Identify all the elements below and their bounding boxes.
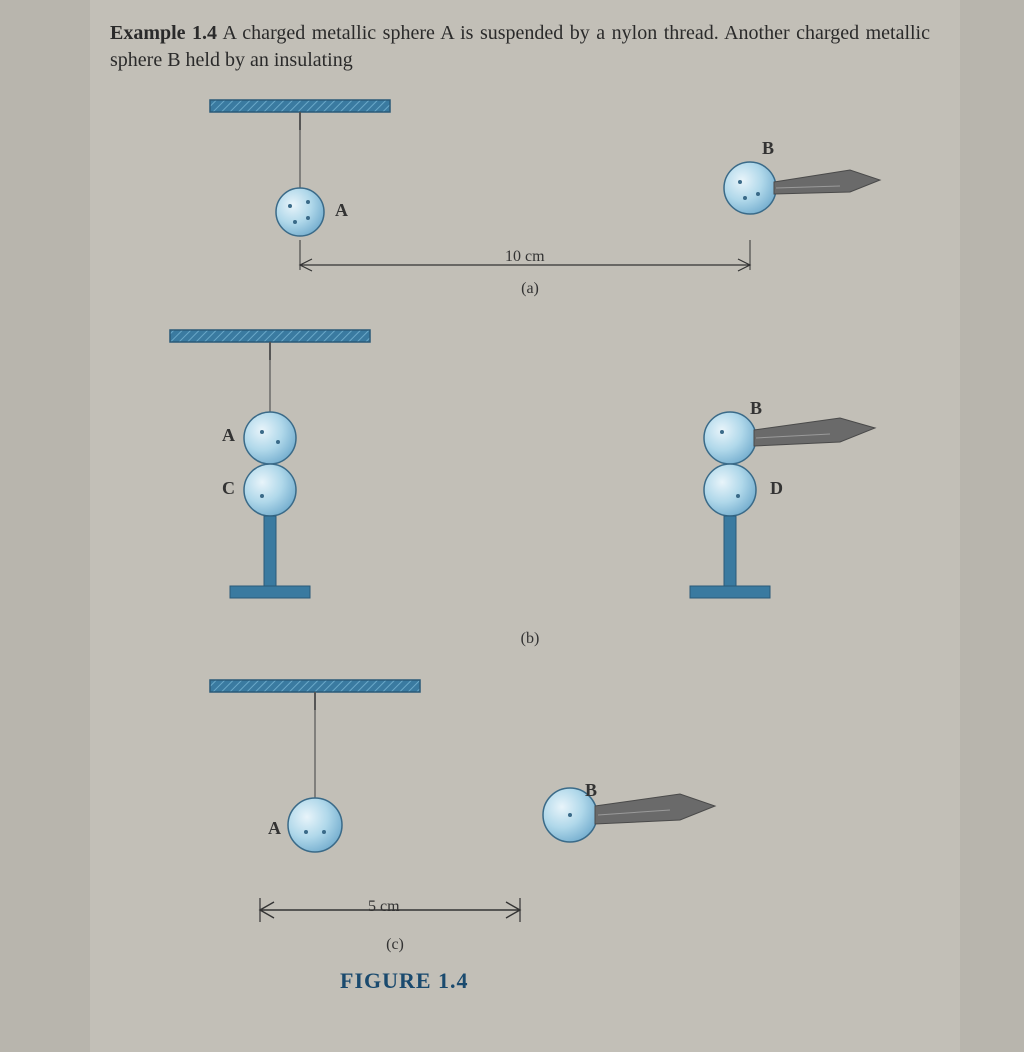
dim-5cm: 5 cm — [368, 898, 400, 916]
problem-body: A charged metallic sphere A is suspended… — [110, 22, 930, 71]
sublabel-c: (c) — [380, 936, 410, 954]
label-B-a: B — [762, 138, 774, 159]
label-A-b: A — [222, 425, 235, 446]
figure-1-4: A B 10 cm (a) — [90, 90, 960, 1050]
label-C-b: C — [222, 478, 235, 499]
panel-a-svg — [90, 90, 960, 310]
panel-c-svg — [90, 670, 960, 990]
sublabel-a: (a) — [515, 280, 545, 298]
label-B-c: B — [585, 780, 597, 801]
figure-caption: FIGURE 1.4 — [340, 968, 469, 994]
example-number: Example 1.4 — [110, 22, 217, 44]
dim-10cm: 10 cm — [505, 248, 545, 266]
panel-b-svg — [90, 320, 960, 650]
label-D-b: D — [770, 478, 783, 499]
label-A-c: A — [268, 818, 281, 839]
problem-text: Example 1.4 A charged metallic sphere A … — [110, 20, 930, 74]
sublabel-b: (b) — [515, 630, 545, 648]
label-A-a: A — [335, 200, 348, 221]
label-B-b: B — [750, 398, 762, 419]
